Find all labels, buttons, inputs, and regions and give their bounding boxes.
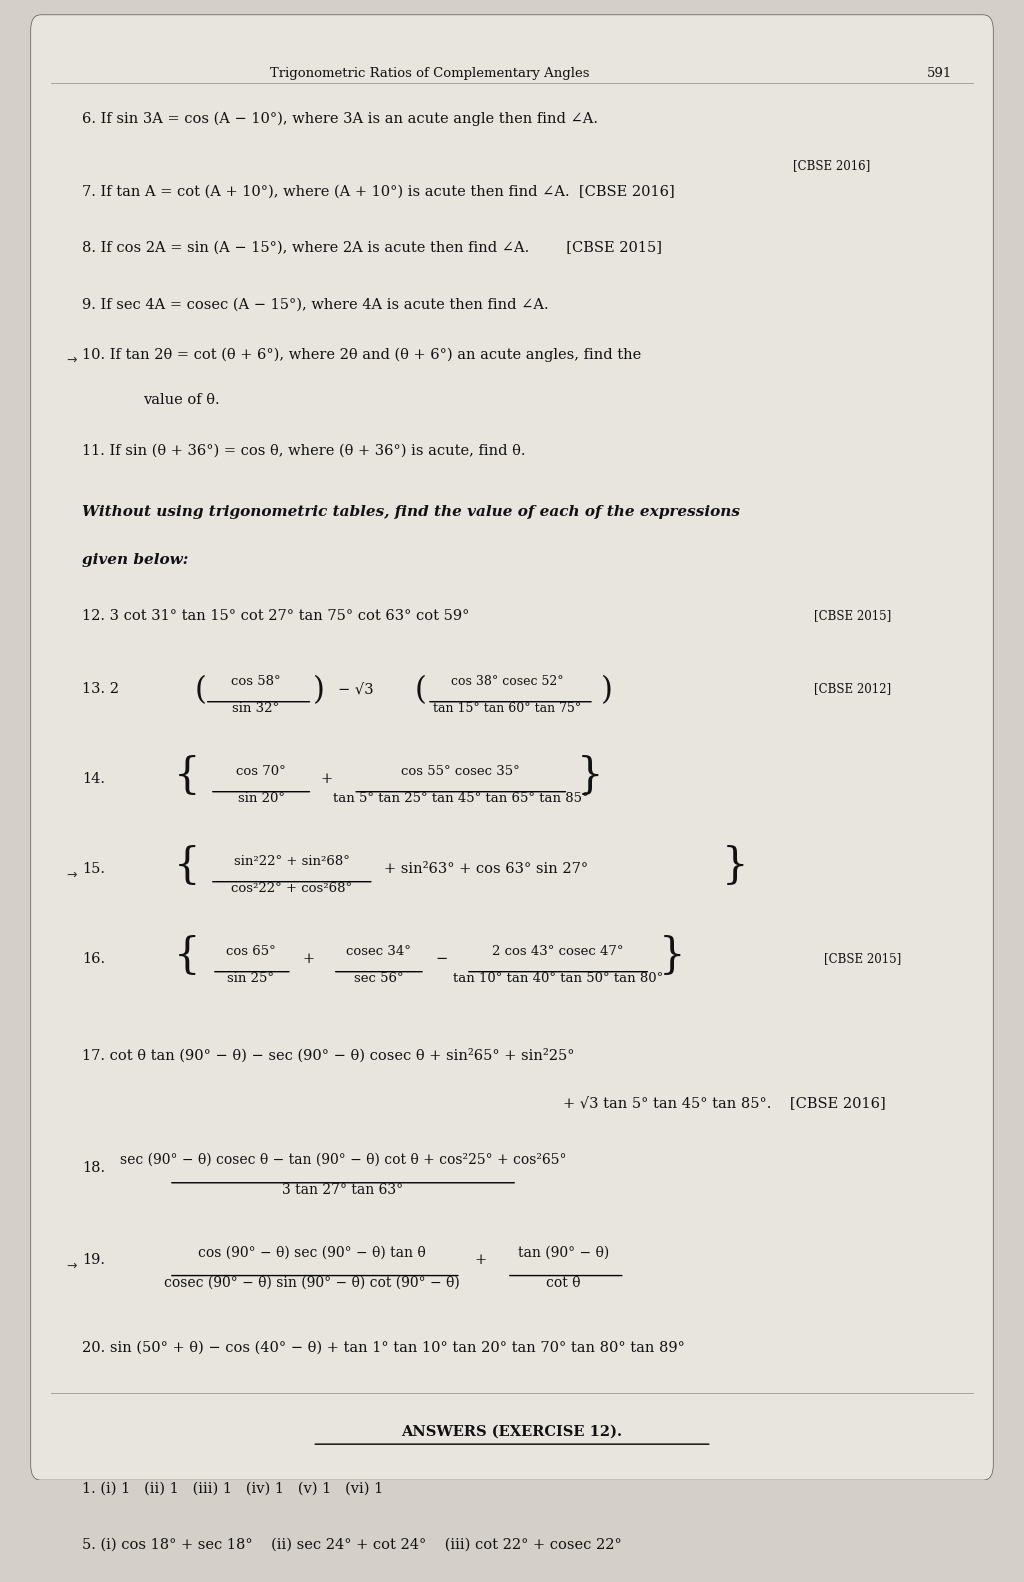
Text: 1. (i) 1   (ii) 1   (iii) 1   (iv) 1   (v) 1   (vi) 1: 1. (i) 1 (ii) 1 (iii) 1 (iv) 1 (v) 1 (vi… (82, 1481, 383, 1495)
Text: 14.: 14. (82, 772, 104, 786)
Text: sec (90° − θ) cosec θ − tan (90° − θ) cot θ + cos²25° + cos²65°: sec (90° − θ) cosec θ − tan (90° − θ) co… (120, 1153, 566, 1168)
Text: cos (90° − θ) sec (90° − θ) tan θ: cos (90° − θ) sec (90° − θ) tan θ (199, 1247, 426, 1259)
Text: sec 56°: sec 56° (354, 971, 403, 984)
Text: − √3: − √3 (338, 682, 374, 696)
Text: 19.: 19. (82, 1253, 104, 1267)
Text: {: { (174, 935, 201, 976)
Text: 13. 2: 13. 2 (82, 682, 119, 696)
Text: cos 38° cosec 52°: cos 38° cosec 52° (451, 676, 563, 688)
Text: 11. If sin (θ + 36°) = cos θ, where (θ + 36°) is acute, find θ.: 11. If sin (θ + 36°) = cos θ, where (θ +… (82, 443, 525, 457)
Text: + sin²63° + cos 63° sin 27°: + sin²63° + cos 63° sin 27° (384, 862, 588, 876)
Text: }: } (658, 935, 685, 976)
Text: 591: 591 (927, 66, 952, 79)
Text: sin 32°: sin 32° (232, 702, 280, 715)
Text: →: → (67, 1259, 77, 1272)
Text: tan (90° − θ): tan (90° − θ) (517, 1247, 609, 1259)
Text: {: { (174, 845, 201, 886)
Text: 8. If cos 2A = sin (A − 15°), where 2A is acute then find ∠A.        [CBSE 2015]: 8. If cos 2A = sin (A − 15°), where 2A i… (82, 240, 662, 255)
Text: [CBSE 2015]: [CBSE 2015] (824, 952, 901, 965)
Text: tan 15° tan 60° tan 75°: tan 15° tan 60° tan 75° (433, 702, 581, 715)
Text: sin 20°: sin 20° (238, 791, 285, 805)
Text: [CBSE 2015]: [CBSE 2015] (814, 609, 891, 622)
Text: sin²22° + sin²68°: sin²22° + sin²68° (233, 854, 350, 869)
Text: {: { (174, 755, 201, 797)
Text: cos 55° cosec 35°: cos 55° cosec 35° (401, 766, 520, 778)
Text: →: → (67, 354, 77, 367)
Text: value of θ.: value of θ. (143, 392, 220, 407)
Text: (: ( (195, 676, 207, 706)
Text: cos 70°: cos 70° (237, 766, 286, 778)
Text: 20. sin (50° + θ) − cos (40° − θ) + tan 1° tan 10° tan 20° tan 70° tan 80° tan 8: 20. sin (50° + θ) − cos (40° − θ) + tan … (82, 1340, 685, 1354)
Text: tan 5° tan 25° tan 45° tan 65° tan 85°: tan 5° tan 25° tan 45° tan 65° tan 85° (333, 791, 589, 805)
Text: 15.: 15. (82, 862, 104, 876)
Text: [CBSE 2012]: [CBSE 2012] (814, 682, 891, 696)
Text: tan 10° tan 40° tan 50° tan 80°: tan 10° tan 40° tan 50° tan 80° (453, 971, 664, 984)
Text: cosec (90° − θ) sin (90° − θ) cot (90° − θ): cosec (90° − θ) sin (90° − θ) cot (90° −… (165, 1275, 460, 1289)
Text: 18.: 18. (82, 1161, 105, 1174)
Text: 17. cot θ tan (90° − θ) − sec (90° − θ) cosec θ + sin²65° + sin²25°: 17. cot θ tan (90° − θ) − sec (90° − θ) … (82, 1049, 574, 1063)
Text: 12. 3 cot 31° tan 15° cot 27° tan 75° cot 63° cot 59°: 12. 3 cot 31° tan 15° cot 27° tan 75° co… (82, 609, 469, 623)
Text: + √3 tan 5° tan 45° tan 85°.    [CBSE 2016]: + √3 tan 5° tan 45° tan 85°. [CBSE 2016] (563, 1096, 886, 1111)
Text: Without using trigonometric tables, find the value of each of the expressions: Without using trigonometric tables, find… (82, 505, 740, 519)
Text: cos 58°: cos 58° (231, 676, 281, 688)
Text: [CBSE 2016]: [CBSE 2016] (794, 160, 870, 172)
Text: }: } (722, 845, 749, 886)
Text: (: ( (415, 676, 427, 706)
Text: ): ) (601, 676, 613, 706)
Text: 5. (i) cos 18° + sec 18°    (ii) sec 24° + cot 24°    (iii) cot 22° + cosec 22°: 5. (i) cos 18° + sec 18° (ii) sec 24° + … (82, 1538, 622, 1552)
Text: 10. If tan 2θ = cot (θ + 6°), where 2θ and (θ + 6°) an acute angles, find the: 10. If tan 2θ = cot (θ + 6°), where 2θ a… (82, 348, 641, 362)
Text: given below:: given below: (82, 554, 188, 566)
FancyBboxPatch shape (31, 14, 993, 1481)
Text: cos²22° + cos²68°: cos²22° + cos²68° (231, 881, 352, 895)
Text: cot θ: cot θ (546, 1275, 581, 1289)
Text: 9. If sec 4A = cosec (A − 15°), where 4A is acute then find ∠A.: 9. If sec 4A = cosec (A − 15°), where 4A… (82, 297, 549, 312)
Text: →: → (67, 869, 77, 881)
Text: 16.: 16. (82, 952, 105, 967)
Text: +: + (302, 952, 314, 967)
Text: 6. If sin 3A = cos (A − 10°), where 3A is an acute angle then find ∠A.: 6. If sin 3A = cos (A − 10°), where 3A i… (82, 112, 598, 127)
Text: −: − (435, 952, 447, 967)
Text: +: + (321, 772, 333, 786)
Text: Trigonometric Ratios of Complementary Angles: Trigonometric Ratios of Complementary An… (270, 66, 590, 79)
Text: +: + (474, 1253, 486, 1267)
Text: 7. If tan A = cot (A + 10°), where (A + 10°) is acute then find ∠A.  [CBSE 2016]: 7. If tan A = cot (A + 10°), where (A + … (82, 185, 675, 199)
Text: cosec 34°: cosec 34° (346, 944, 412, 959)
Text: sin 25°: sin 25° (227, 971, 274, 984)
Text: ANSWERS (EXERCISE 12).: ANSWERS (EXERCISE 12). (401, 1425, 623, 1440)
Text: ): ) (312, 676, 325, 706)
Text: 2 cos 43° cosec 47°: 2 cos 43° cosec 47° (493, 944, 624, 959)
Text: cos 65°: cos 65° (226, 944, 275, 959)
Text: }: } (577, 755, 603, 797)
Text: 3 tan 27° tan 63°: 3 tan 27° tan 63° (283, 1183, 403, 1196)
